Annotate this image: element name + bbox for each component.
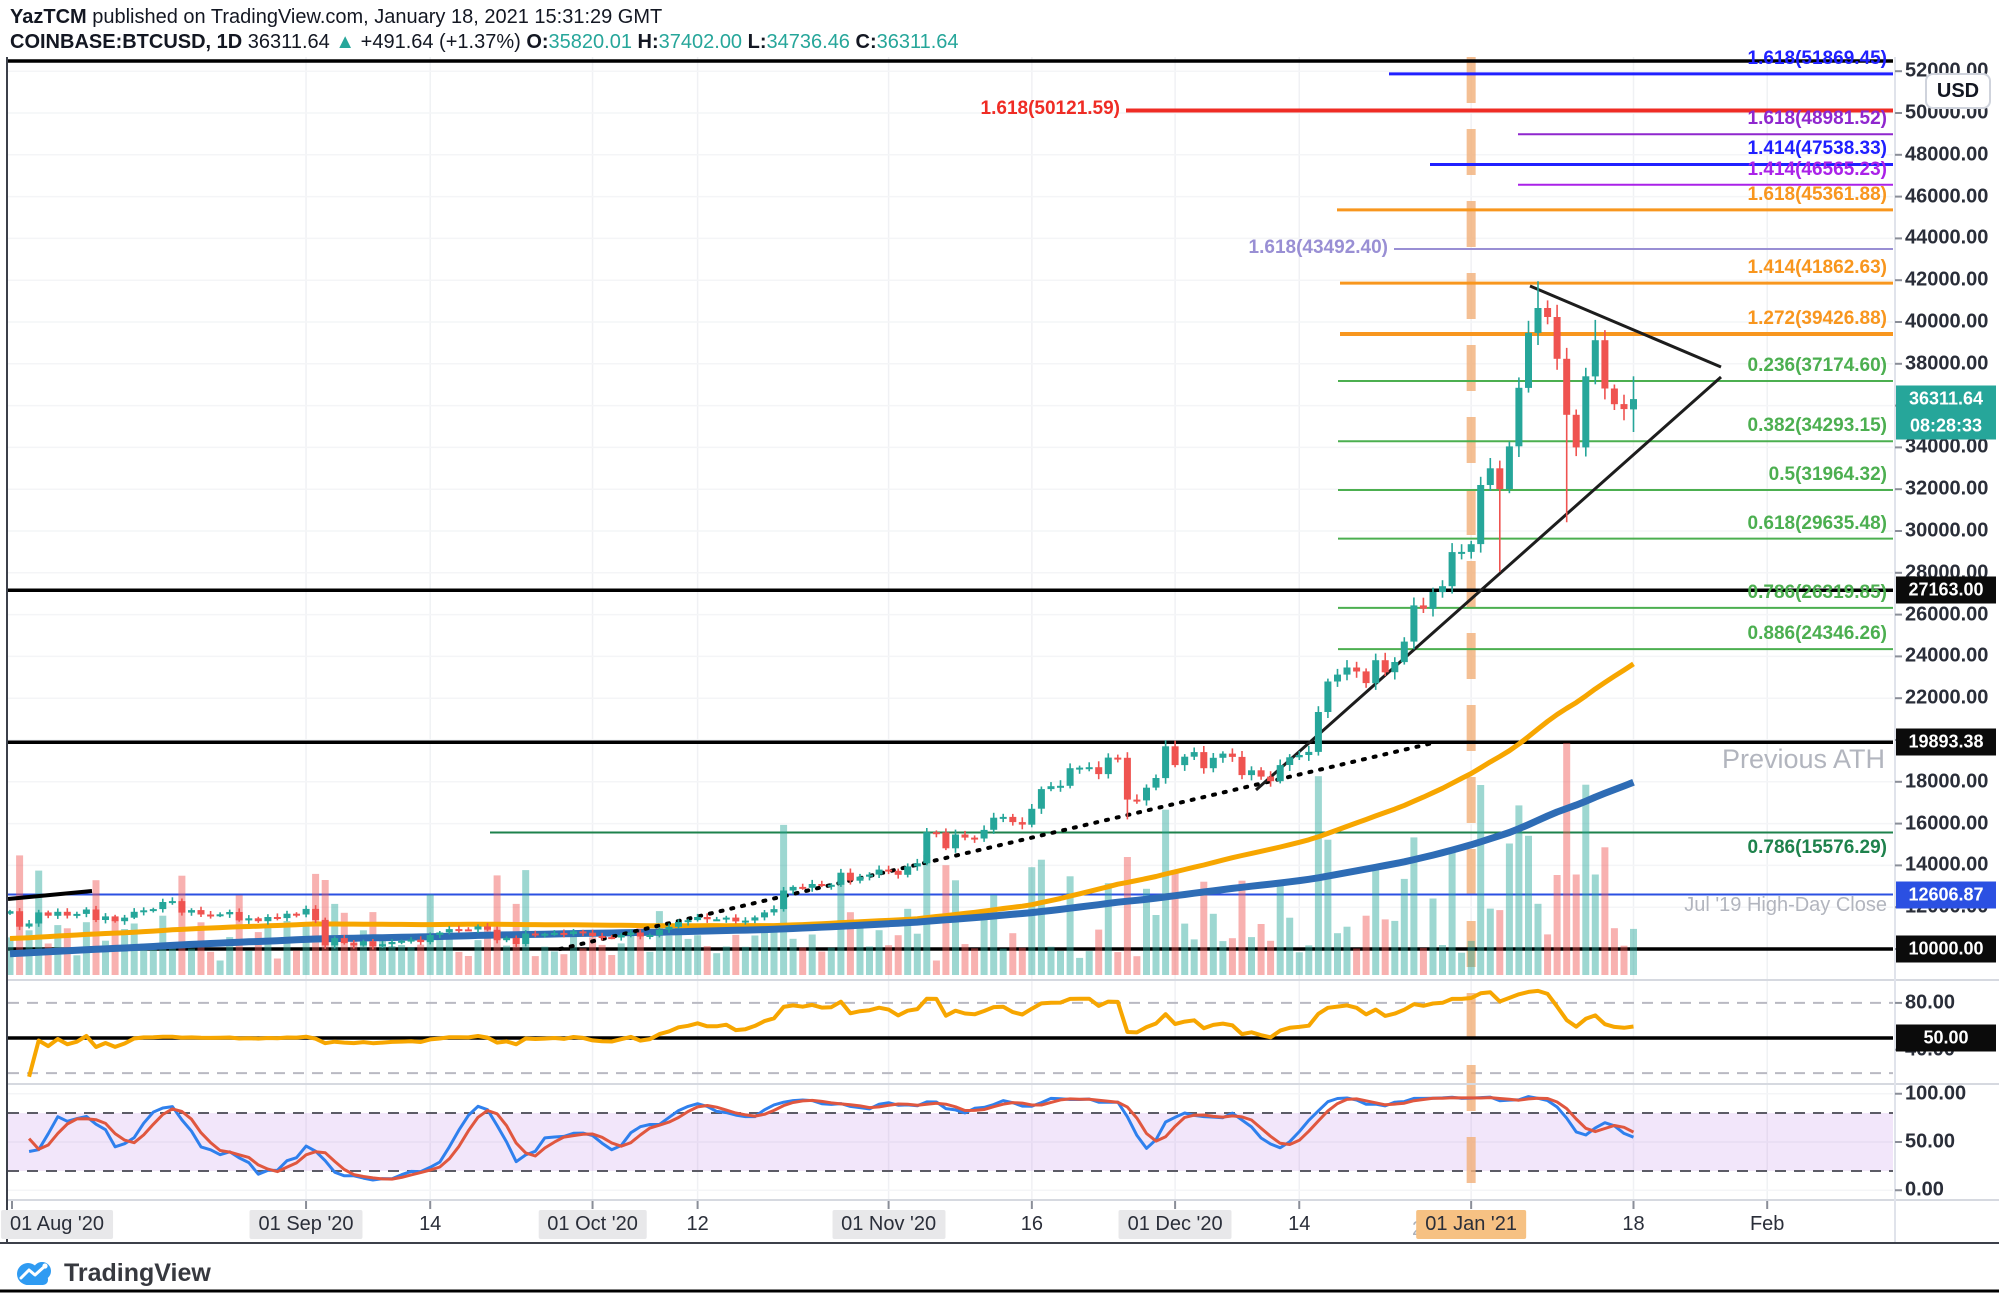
header-text: L: [747,31,767,53]
fib-level-label: 1.414(47538.33) [1747,138,1887,160]
ma-slow-line [9,779,1635,958]
price-tick-label: 38000.00 [1905,352,1989,375]
rsi-tick-label: 80.00 [1905,991,1956,1014]
header-text: H: [637,31,659,53]
fib-level-label: 1.414(41862.63) [1747,257,1887,279]
price-tick-label: 18000.00 [1905,770,1989,793]
fib-level-label: 1.618(50121.59) [980,98,1120,120]
rsi-level-badge: 50.00 [1896,1024,1996,1052]
price-tick-label: 34000.00 [1905,435,1989,458]
header-text: published on TradingView.com, January 18… [86,6,663,28]
publish-attribution: YazTCM published on TradingView.com, Jan… [10,6,662,29]
header-text: O: [526,31,549,53]
fib-level-label: 1.272(39426.88) [1747,307,1887,329]
price-tick-label: 40000.00 [1905,310,1989,333]
stoch-tick-label: 100.00 [1905,1082,1967,1105]
tradingview-logo-icon[interactable] [14,1258,56,1288]
previous-ath-note: Previous ATH [1721,744,1885,774]
header-text: 36311.64 [876,31,959,53]
price-tick-label: 48000.00 [1905,143,1989,166]
price-tick-label: 42000.00 [1905,268,1989,291]
fib-level-label: 1.618(48981.52) [1747,108,1887,130]
fib-level-label: 0.5(31964.32) [1768,463,1887,485]
time-axis-label: 01 Sep '20 [249,1210,363,1239]
countdown-badge: 08:28:33 [1896,412,1996,440]
fib-level-label: 1.618(51869.45) [1747,47,1887,69]
fib-level-label: 1.618(45361.88) [1747,183,1887,205]
stoch-tick-label: 0.00 [1905,1178,1944,1201]
tradingview-logo-text[interactable]: TradingView [64,1258,211,1287]
fib-level-label: 1.414(46565.23) [1747,158,1887,180]
currency-toggle-button[interactable]: USD [1925,73,1991,109]
time-axis-label: 14 [1288,1213,1311,1235]
price-tick-label: 32000.00 [1905,477,1989,500]
price-badge: 27163.00 [1896,576,1996,604]
header-text: C: [855,31,877,53]
time-axis-label: 16 [1020,1213,1043,1235]
price-tick-label: 24000.00 [1905,644,1989,667]
header-text: 36311.64 [242,31,336,53]
fib-level-label: 0.886(24346.26) [1747,623,1887,645]
jul19-high-close-note: Jul '19 High-Day Close [1684,894,1887,916]
price-tick-label: 14000.00 [1905,853,1989,876]
fib-level-label: 1.618(43492.40) [1248,237,1388,258]
time-axis-label: Feb [1749,1213,1785,1235]
time-axis-label: 14 [419,1213,442,1235]
price-tick-label: 26000.00 [1905,603,1989,626]
header-text: 37402.00 [658,31,743,53]
fib-level-label: 0.786(15576.29) [1747,837,1887,859]
dotted-trendline [558,740,1439,951]
rsi-line [27,988,1634,1078]
price-tick-label: 46000.00 [1905,185,1989,208]
price-tick-label: 44000.00 [1905,226,1989,249]
price-tick-label: 22000.00 [1905,686,1989,709]
time-axis-label: 12 [686,1213,709,1235]
price-badge: 10000.00 [1896,935,1996,963]
time-axis-label: 01 Nov '20 [832,1210,946,1239]
header-text: ▲ [335,31,356,53]
time-axis-label: 01 Jan '21 [1416,1210,1526,1239]
price-tick-label: 16000.00 [1905,812,1989,835]
time-axis-label: 18 [1622,1213,1645,1235]
price-badge: 36311.64 [1896,385,1996,413]
fib-level-label: 0.236(37174.60) [1747,355,1887,377]
header-text: 35820.01 [548,31,632,53]
time-axis-label: 01 Dec '20 [1118,1210,1232,1239]
triangle-lower-trendline [1255,375,1722,792]
fib-level-label: 0.382(34293.15) [1747,415,1887,437]
header-text: +491.64 (+1.37%) [355,31,527,53]
ma-fast-line [9,661,1635,941]
stoch-band [8,1113,1893,1171]
header-text: COINBASE:BTCUSD, 1D [10,31,243,53]
price-badge: 19893.38 [1896,728,1996,756]
header-text: YazTCM [10,6,87,28]
symbol-ohlc-bar: COINBASE:BTCUSD, 1D 36311.64 ▲ +491.64 (… [10,31,959,54]
fib-level-label: 0.618(29635.48) [1747,512,1887,534]
stoch-tick-label: 50.00 [1905,1130,1956,1153]
fib-level-label: 0.786(26319.85) [1747,581,1887,603]
short-segment [7,889,93,901]
price-tick-label: 30000.00 [1905,519,1989,542]
footer: TradingView [14,1258,211,1288]
triangle-upper-trendline [1529,284,1722,369]
time-axis-label: 01 Oct '20 [538,1210,647,1239]
header-text: 34736.46 [766,31,850,53]
price-badge: 12606.87 [1896,881,1996,909]
time-axis-label: 01 Aug '20 [1,1210,113,1239]
stoch-d-line [27,1096,1635,1181]
candlesticks [6,281,1637,950]
